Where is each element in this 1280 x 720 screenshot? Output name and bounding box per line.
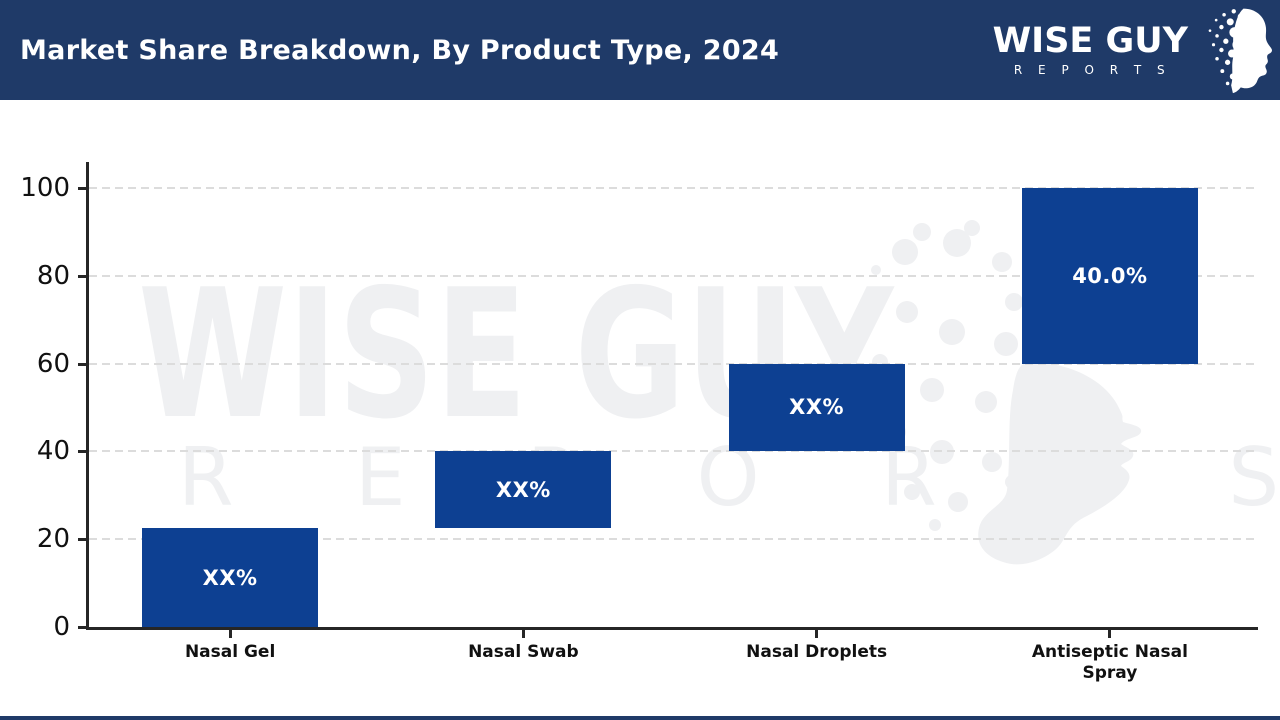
x-tick-mark-2 [815, 630, 819, 638]
x-axis-line [86, 627, 1258, 630]
logo-text: WISE GUY R E P O R T S [992, 20, 1188, 77]
x-tick-mark-0 [228, 630, 232, 638]
header-bar: Market Share Breakdown, By Product Type,… [0, 0, 1280, 100]
bar-nasal-gel: XX% [142, 528, 319, 627]
y-tick-mark-60 [78, 362, 86, 366]
x-tick-mark-3 [1108, 630, 1112, 638]
x-category-label-1: Nasal Swab [468, 642, 579, 662]
bar-value-label: 40.0% [1072, 263, 1148, 288]
x-category-label-2: Nasal Droplets [746, 642, 888, 662]
y-tick-mark-0 [78, 626, 86, 629]
gridline-20 [89, 538, 1257, 541]
y-tick-label-60: 60 [36, 348, 70, 379]
x-category-label-0: Nasal Gel [184, 642, 276, 662]
logo-subtext: R E P O R T S [1013, 62, 1171, 77]
y-tick-mark-40 [78, 450, 86, 454]
gridline-40 [89, 450, 1257, 453]
bar-value-label: XX% [789, 395, 845, 420]
gridline-100 [89, 187, 1257, 189]
bar-nasal-droplets: XX% [728, 363, 905, 452]
y-tick-label-100: 100 [20, 173, 70, 203]
y-tick-label-40: 40 [36, 436, 70, 467]
y-tick-mark-20 [78, 538, 86, 542]
y-axis-spine [86, 162, 89, 630]
bar-value-label: XX% [202, 565, 258, 590]
wise-guy-logo: WISE GUY R E P O R T S [993, 6, 1274, 94]
logo-wordmark: WISE GUY [992, 20, 1188, 61]
logo-face-icon [1208, 8, 1272, 94]
footer-accent-strip [0, 716, 1280, 720]
y-tick-label-0: 0 [53, 612, 70, 642]
gridline-60 [89, 362, 1257, 365]
bar-value-label: XX% [495, 477, 551, 502]
bar-nasal-swab: XX% [435, 451, 612, 529]
y-tick-mark-100 [78, 187, 86, 190]
y-tick-mark-80 [78, 274, 86, 278]
y-tick-label-80: 80 [36, 260, 70, 291]
gridline-80 [89, 274, 1257, 277]
x-category-label-3: Antiseptic Nasal Spray [1031, 642, 1188, 683]
chart-canvas: WISE GUY R E P O R T S 0 20 40 60 80 100 XX% Na… [0, 100, 1280, 716]
watermark-face-graphic [856, 220, 1142, 565]
chart-title: Market Share Breakdown, By Product Type,… [20, 34, 780, 66]
y-tick-label-20: 20 [36, 524, 70, 555]
bar-antiseptic-nasal-spray: 40.0% [1021, 188, 1198, 364]
x-tick-mark-1 [521, 630, 525, 638]
